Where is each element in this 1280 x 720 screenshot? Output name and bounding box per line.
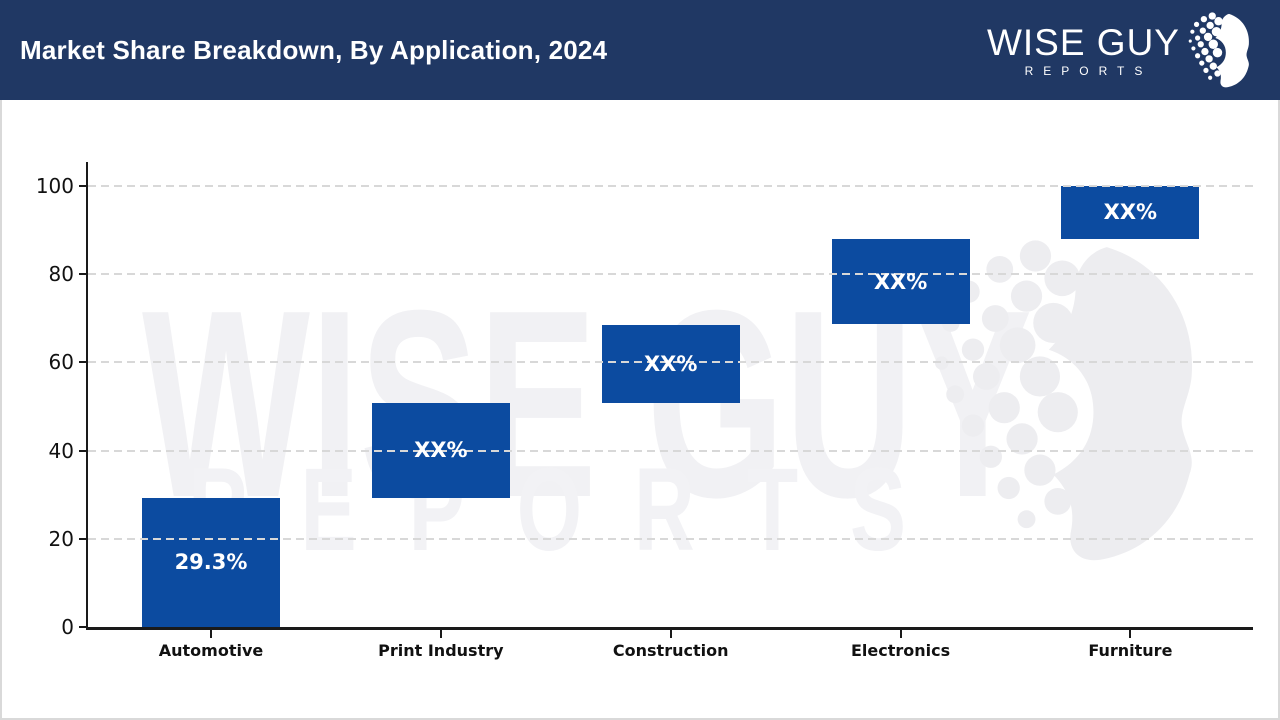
- y-tick-mark-20: [79, 537, 87, 540]
- bar-automotive: [142, 497, 280, 627]
- y-tick-label-0: 0: [61, 615, 74, 639]
- y-tick-mark-40: [79, 449, 87, 452]
- watermark-head-icon: [935, 240, 1193, 561]
- bar-electronics: [831, 238, 970, 325]
- x-tick-mark-automotive: [210, 630, 212, 638]
- x-tick-mark-construction: [669, 630, 672, 638]
- x-tick-mark-print-industry: [439, 630, 442, 638]
- logo-head-icon: [1188, 12, 1249, 88]
- bar-label-furniture: XX%: [1103, 200, 1158, 225]
- y-tick-mark-100: [79, 185, 87, 187]
- bar-label-electronics: XX%: [873, 269, 928, 294]
- logo-wordmark-block: WISE GUY REPORTS: [987, 24, 1180, 77]
- wise-guy-logo: WISE GUY REPORTS: [987, 10, 1252, 90]
- gridline-60: [88, 361, 1256, 364]
- gridline-100: [88, 185, 1256, 187]
- bar-furniture: [1061, 186, 1200, 239]
- y-tick-mark-0: [79, 626, 87, 628]
- header: Market Share Breakdown, By Application, …: [0, 0, 1280, 100]
- y-tick-label-80: 80: [48, 262, 74, 287]
- y-axis-line: [86, 162, 88, 630]
- x-category-label-electronics: Electronics: [850, 641, 951, 660]
- y-tick-label-100: 100: [35, 174, 74, 198]
- x-axis-line: [86, 627, 1253, 630]
- y-tick-mark-80: [79, 273, 87, 276]
- x-tick-mark-electronics: [899, 630, 902, 638]
- bar-label-construction: XX%: [643, 351, 698, 376]
- page-title: Market Share Breakdown, By Application, …: [20, 34, 608, 65]
- y-tick-label-20: 20: [48, 526, 74, 551]
- y-tick-mark-60: [79, 361, 87, 364]
- y-tick-label-40: 40: [48, 438, 74, 463]
- x-category-label-construction: Construction: [612, 641, 729, 660]
- bar-label-automotive: 29.3%: [174, 550, 248, 575]
- gridline-20: [88, 537, 1256, 540]
- logo-subtext: REPORTS: [1024, 63, 1153, 78]
- y-tick-label-60: 60: [48, 350, 74, 375]
- x-category-label-furniture: Furniture: [1088, 641, 1173, 660]
- x-category-label-automotive: Automotive: [158, 641, 264, 660]
- logo-wordmark: WISE GUY: [986, 21, 1180, 63]
- gridline-80: [88, 273, 1256, 276]
- bar-construction: [601, 325, 740, 403]
- gridline-40: [88, 449, 1256, 452]
- x-tick-mark-furniture: [1129, 630, 1132, 638]
- bar-label-print-industry: XX%: [414, 438, 468, 463]
- x-category-label-print-industry: Print Industry: [378, 641, 504, 660]
